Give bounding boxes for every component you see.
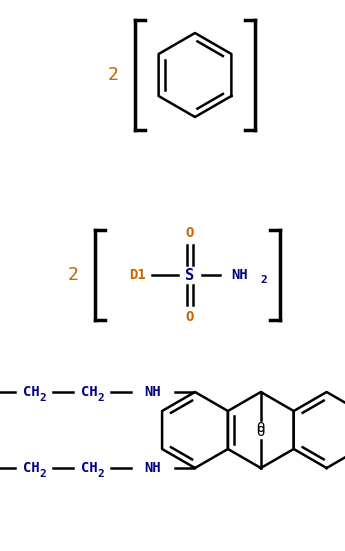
Text: NH: NH	[144, 385, 161, 399]
Text: O: O	[257, 421, 265, 435]
Text: O: O	[186, 310, 194, 324]
Text: D1: D1	[130, 268, 146, 282]
Text: 2: 2	[108, 66, 118, 84]
Text: 2: 2	[260, 275, 267, 285]
Text: 2: 2	[68, 266, 78, 284]
Text: NH: NH	[144, 461, 161, 475]
Text: 2: 2	[97, 469, 104, 479]
Text: CH: CH	[81, 385, 98, 399]
Text: 2: 2	[97, 393, 104, 403]
Text: 2: 2	[39, 469, 46, 479]
Text: O: O	[186, 226, 194, 240]
Text: O: O	[257, 425, 265, 439]
Text: NH: NH	[231, 268, 248, 282]
Text: 2: 2	[39, 393, 46, 403]
Text: CH: CH	[81, 461, 98, 475]
Text: CH: CH	[23, 461, 40, 475]
Text: CH: CH	[23, 385, 40, 399]
Text: S: S	[186, 267, 195, 283]
